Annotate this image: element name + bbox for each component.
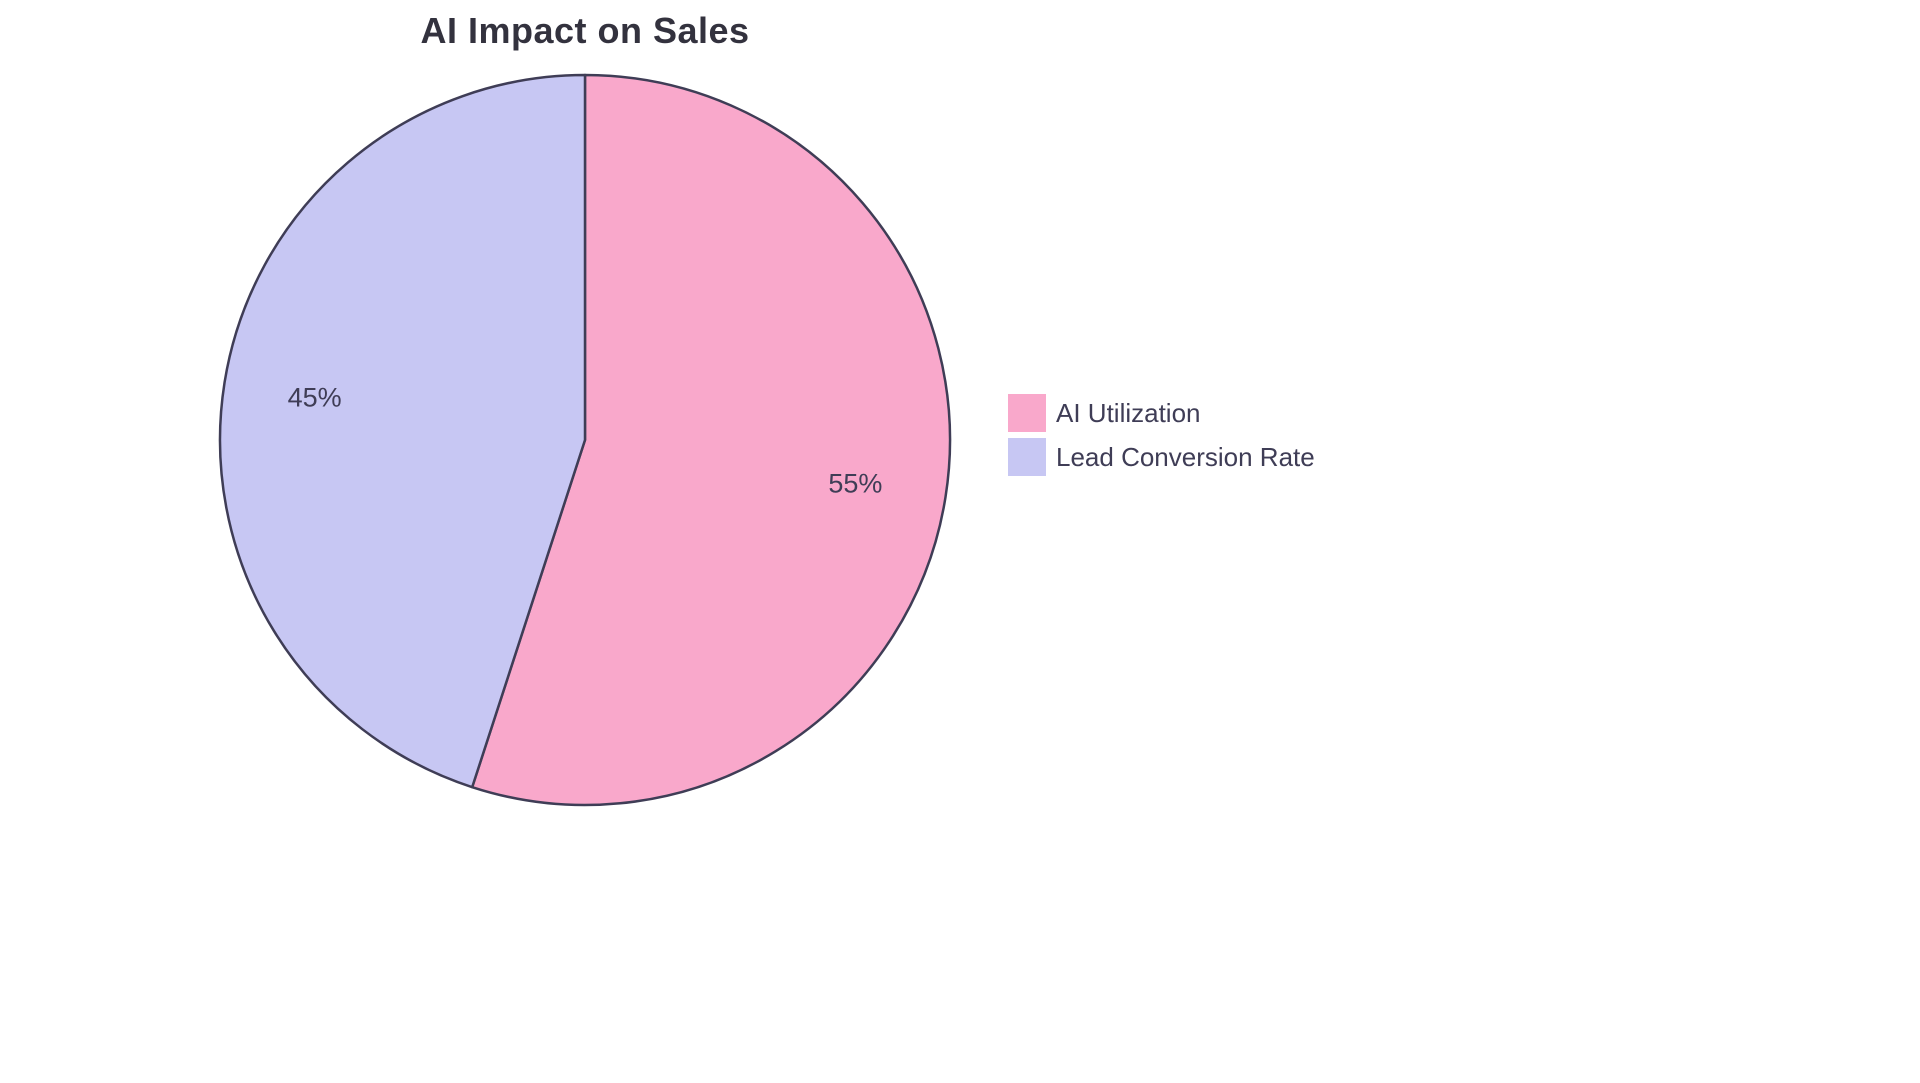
slice-label-1: 45% (288, 383, 342, 413)
slice-label-0: 55% (828, 468, 882, 498)
legend-item-1: Lead Conversion Rate (1008, 438, 1315, 476)
pie-slice-1 (218, 73, 587, 789)
pie-slices-group: 55% 45% (218, 73, 952, 807)
legend-label-1: Lead Conversion Rate (1056, 441, 1315, 472)
pie-slice-0 (470, 73, 952, 807)
chart-title: AI Impact on Sales (420, 10, 750, 51)
legend-item-0: AI Utilization (1008, 394, 1315, 432)
legend-swatch-0 (1008, 394, 1046, 432)
legend-label-0: AI Utilization (1056, 397, 1201, 428)
legend-swatch-1 (1008, 438, 1046, 476)
legend: AI Utilization Lead Conversion Rate (1008, 394, 1315, 476)
